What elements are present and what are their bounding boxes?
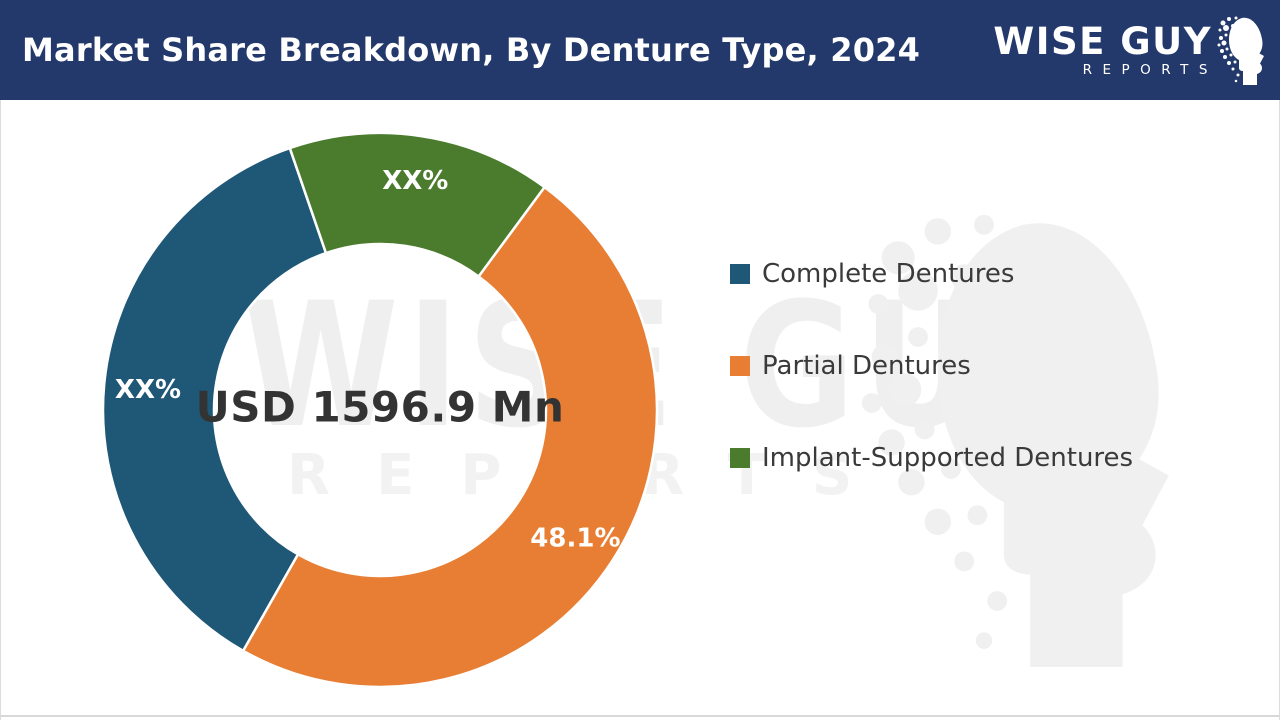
- logo-wordmark-main: WISE GUY: [993, 19, 1212, 63]
- page-title: Market Share Breakdown, By Denture Type,…: [22, 31, 921, 69]
- legend-color-swatch: [730, 448, 750, 468]
- donut-chart: XX% 48.1% XX%: [101, 131, 659, 689]
- donut-segment-implant-supported-dentures: [288, 131, 546, 278]
- legend-item-complete-dentures: Complete Dentures: [730, 259, 1133, 289]
- donut-segment-partial-dentures: [241, 185, 659, 689]
- donut-segment-label: XX%: [115, 375, 181, 405]
- legend-label: Partial Dentures: [762, 351, 971, 381]
- legend-item-partial-dentures: Partial Dentures: [730, 351, 1133, 381]
- legend-color-swatch: [730, 356, 750, 376]
- chart-legend: Complete Dentures Partial Dentures Impla…: [730, 259, 1133, 473]
- donut-segment-label: 48.1%: [530, 523, 620, 553]
- chart-center-value: USD 1596.9 Mn: [195, 382, 565, 432]
- donut-segment-complete-dentures: [101, 146, 328, 653]
- logo-wordmark-sub: REPORTS: [1082, 61, 1218, 78]
- header-bar: Market Share Breakdown, By Denture Type,…: [0, 0, 1280, 100]
- chart-area: WISE GUY REPORTS XX%48.1%XX% USD 1596.9 …: [0, 100, 1280, 720]
- legend-item-implant-supported-dentures: Implant-Supported Dentures: [730, 443, 1133, 473]
- wiseguy-face-icon: [1217, 16, 1264, 85]
- legend-color-swatch: [730, 264, 750, 284]
- legend-label: Implant-Supported Dentures: [762, 443, 1134, 473]
- legend-label: Complete Dentures: [762, 259, 1015, 289]
- wiseguy-logo: WISE GUY REPORTS: [993, 15, 1266, 85]
- logo-wordmark: WISE GUY REPORTS: [993, 23, 1212, 78]
- donut-segment-label: XX%: [382, 166, 448, 196]
- bottom-divider: [0, 715, 1280, 717]
